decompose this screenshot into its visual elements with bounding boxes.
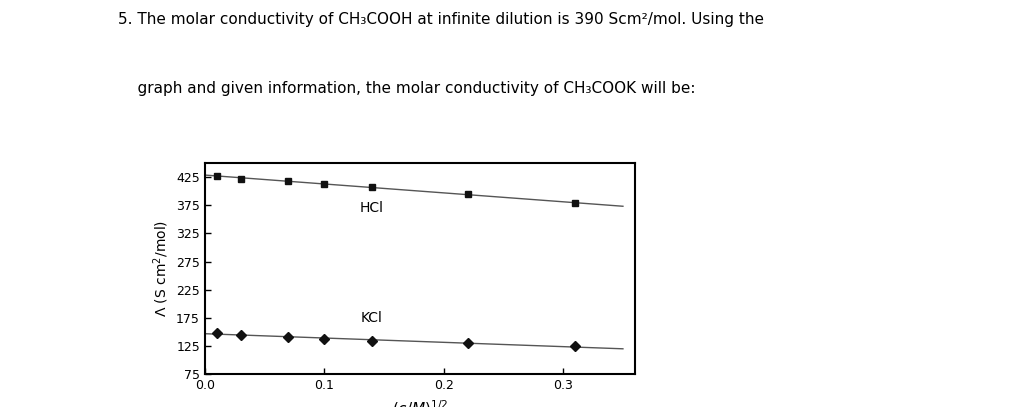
X-axis label: $(c/M)^{1/2}$: $(c/M)^{1/2}$ bbox=[391, 398, 449, 407]
Text: 5. The molar conductivity of CH₃COOH at infinite dilution is 390 Scm²/mol. Using: 5. The molar conductivity of CH₃COOH at … bbox=[118, 12, 764, 27]
Text: HCl: HCl bbox=[360, 201, 384, 215]
Y-axis label: $\Lambda$ (S cm$^2$/mol): $\Lambda$ (S cm$^2$/mol) bbox=[151, 220, 171, 317]
Text: graph and given information, the molar conductivity of CH₃COOK will be:: graph and given information, the molar c… bbox=[118, 81, 695, 96]
Text: KCl: KCl bbox=[361, 311, 383, 325]
